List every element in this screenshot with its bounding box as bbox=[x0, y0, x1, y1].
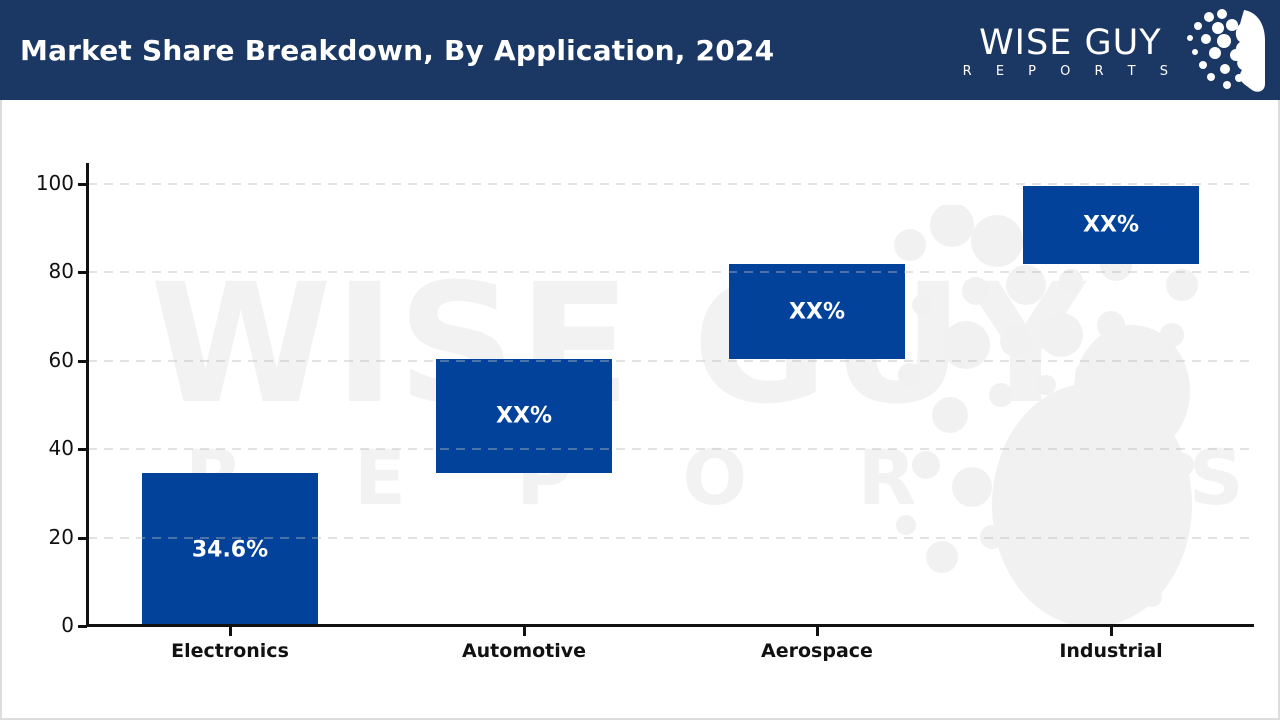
y-tick-mark bbox=[78, 536, 87, 540]
x-tick-mark bbox=[1110, 627, 1113, 636]
bar-automotive bbox=[436, 359, 612, 474]
gridline-y-20 bbox=[88, 536, 1252, 539]
bar-value-label: 34.6% bbox=[191, 537, 269, 563]
logo-wordmark: WISE GUY bbox=[979, 23, 1162, 64]
y-axis-spine bbox=[86, 163, 89, 627]
y-tick-label: 80 bbox=[48, 259, 74, 284]
wiseguy-logo-text: WISE GUY R E P O R T S bbox=[963, 24, 1178, 78]
x-tick-mark bbox=[523, 627, 526, 636]
x-tick-mark bbox=[816, 627, 819, 636]
wiseguy-logo: WISE GUY R E P O R T S bbox=[963, 8, 1266, 94]
y-tick-mark bbox=[78, 359, 87, 363]
watermark-wordmark: WISE GUY bbox=[150, 248, 1088, 440]
x-axis-spine bbox=[86, 624, 1254, 627]
x-tick-mark bbox=[229, 627, 232, 636]
bar-value-label: XX% bbox=[1083, 212, 1139, 238]
y-tick-label: 100 bbox=[35, 171, 74, 195]
y-tick-mark bbox=[78, 448, 87, 452]
gridline-y-100 bbox=[88, 183, 1252, 185]
gridline-y-40 bbox=[88, 448, 1252, 451]
bar-aerospace bbox=[729, 264, 905, 360]
bar-value-label: XX% bbox=[496, 403, 552, 429]
y-tick-mark bbox=[78, 183, 87, 186]
y-tick-label: 0 bbox=[61, 613, 74, 637]
x-category-label: Industrial bbox=[1059, 640, 1163, 662]
y-tick-label: 40 bbox=[48, 436, 74, 461]
watermark-head-icon bbox=[894, 205, 1198, 627]
logo-subtitle: R E P O R T S bbox=[962, 63, 1178, 79]
gridline-y-60 bbox=[88, 359, 1252, 362]
header-bar: Market Share Breakdown, By Application, … bbox=[0, 0, 1280, 100]
gridline-y-80 bbox=[88, 271, 1252, 274]
bar-industrial bbox=[1023, 185, 1199, 264]
x-category-label: Electronics bbox=[171, 640, 289, 662]
bar-value-label: XX% bbox=[789, 299, 845, 325]
x-category-label: Aerospace bbox=[761, 640, 873, 662]
y-tick-label: 60 bbox=[48, 347, 74, 372]
y-tick-mark bbox=[78, 271, 87, 275]
page-title: Market Share Breakdown, By Application, … bbox=[20, 33, 775, 67]
bar-electronics bbox=[142, 473, 318, 626]
y-tick-mark bbox=[78, 625, 87, 628]
wiseguy-head-icon bbox=[1187, 9, 1265, 92]
x-category-label: Automotive bbox=[461, 640, 587, 662]
y-tick-label: 20 bbox=[48, 524, 74, 549]
